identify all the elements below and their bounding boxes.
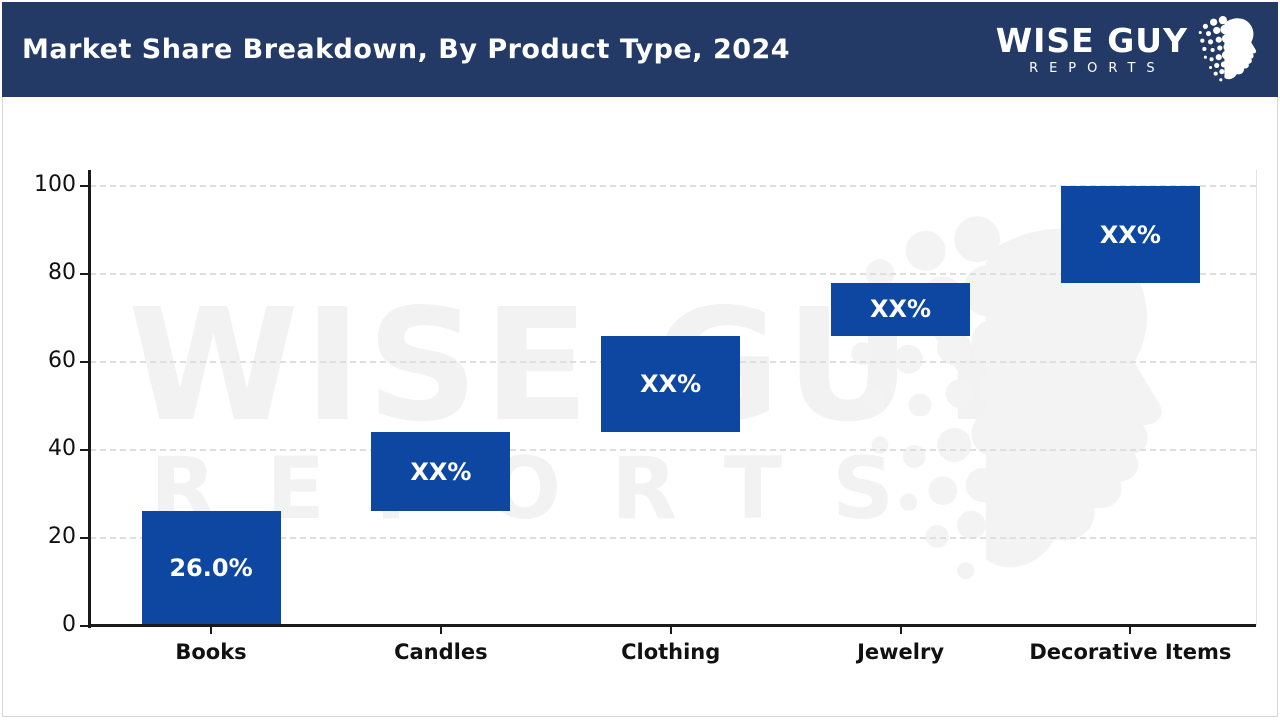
bar-value-label: XX% xyxy=(870,295,932,324)
y-tick-label: 100 xyxy=(34,172,76,198)
brand-subtitle: REPORTS xyxy=(1029,61,1166,76)
y-tick-mark xyxy=(80,624,89,627)
page-title: Market Share Breakdown, By Product Type,… xyxy=(22,34,791,65)
bar-candles: XX% xyxy=(371,432,511,512)
gridline-y100 xyxy=(90,185,1256,188)
y-tick-mark xyxy=(80,185,89,188)
x-tick-label-3: Clothing xyxy=(621,640,721,664)
x-tick-label-4: Jewelry xyxy=(857,640,945,664)
y-tick-mark xyxy=(80,273,89,276)
plot-right-spine xyxy=(1256,170,1257,626)
wiseguy-face-logo-icon xyxy=(1198,15,1257,81)
x-axis-line xyxy=(88,624,1256,627)
bar-books: 26.0% xyxy=(141,511,281,626)
x-tick-mark xyxy=(210,627,212,634)
x-tick-mark xyxy=(439,627,442,634)
y-axis-line xyxy=(88,170,91,628)
bar-decorative-items: XX% xyxy=(1060,186,1200,283)
bar-value-label: XX% xyxy=(640,369,702,398)
y-tick-label: 0 xyxy=(62,611,76,637)
y-tick-mark xyxy=(80,360,89,363)
x-tick-mark xyxy=(1129,627,1132,634)
bar-value-label: XX% xyxy=(1099,220,1161,249)
header-bar: Market Share Breakdown, By Product Type,… xyxy=(2,2,1278,97)
bar-jewelry: XX% xyxy=(831,282,971,336)
brand-logo: WISE GUY REPORTS xyxy=(996,14,1258,86)
x-tick-label-2: Candles xyxy=(394,640,488,664)
x-tick-mark xyxy=(899,627,902,634)
y-tick-label: 60 xyxy=(48,347,76,373)
brand-name: WISE GUY xyxy=(995,21,1188,60)
gridline-y80 xyxy=(90,273,1256,276)
gridline-y40 xyxy=(90,448,1256,451)
y-tick-mark xyxy=(80,448,89,451)
gridline-y20 xyxy=(90,536,1256,539)
bar-value-label: XX% xyxy=(410,457,472,486)
y-tick-mark xyxy=(80,536,89,539)
bar-value-label: 26.0% xyxy=(169,554,253,583)
brand-logo-text: WISE GUY REPORTS xyxy=(996,24,1188,75)
y-tick-label: 40 xyxy=(48,435,76,461)
bar-clothing: XX% xyxy=(601,335,741,433)
x-tick-mark xyxy=(669,627,672,634)
x-tick-label-5: Decorative Items xyxy=(1029,640,1232,664)
y-tick-label: 80 xyxy=(48,260,76,286)
x-tick-label-1: Books xyxy=(175,640,247,664)
y-tick-label: 20 xyxy=(48,523,76,549)
